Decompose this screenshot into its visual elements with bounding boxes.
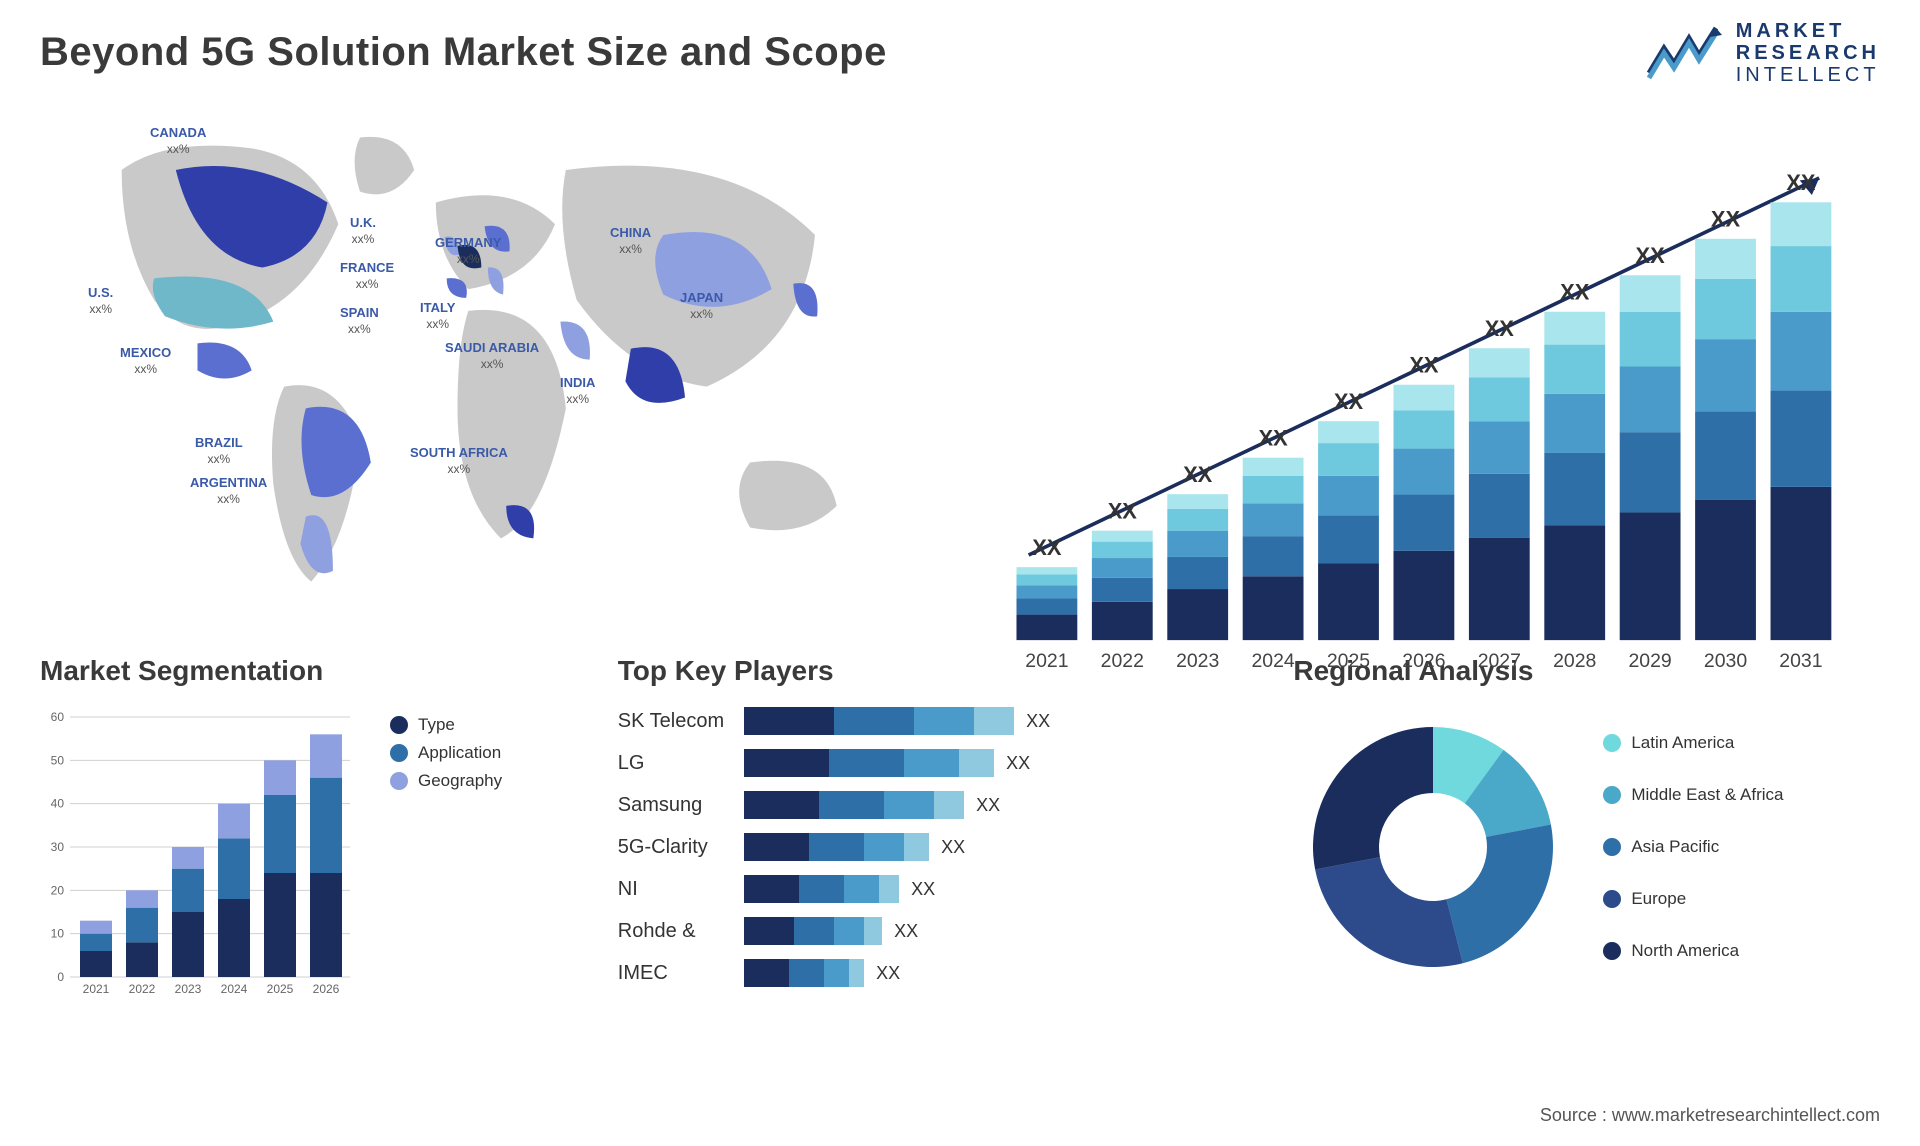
growth-chart-svg: XX 2021 XX 2022 XX 2023 XX 2024 XX 2025 XX 2026 XX 20… [980,105,1880,689]
svg-text:2024: 2024 [1251,650,1294,672]
segmentation-title: Market Segmentation [40,655,578,687]
regional-legend-item: Middle East & Africa [1603,785,1783,805]
svg-text:2027: 2027 [1478,650,1521,672]
map-label-france: FRANCExx% [340,260,394,291]
player-name: SK Telecom [618,707,724,735]
source-text: Source : www.marketresearchintellect.com [1540,1105,1880,1126]
svg-text:XX: XX [1560,280,1590,305]
player-bar-row: XX [744,959,1253,987]
svg-text:2021: 2021 [1025,650,1068,672]
svg-text:60: 60 [51,710,65,724]
map-label-saudi-arabia: SAUDI ARABIAxx% [445,340,539,371]
map-label-spain: SPAINxx% [340,305,379,336]
map-label-germany: GERMANYxx% [435,235,501,266]
players-names: SK Telecom LG Samsung 5G-Clarity NI Rohde & IM… [618,707,724,987]
brand-logo: MARKET RESEARCH INTELLECT [1644,20,1880,86]
map-label-south-africa: SOUTH AFRICAxx% [410,445,508,476]
svg-text:2022: 2022 [1101,650,1144,672]
player-bar-row: XX [744,875,1253,903]
player-name: IMEC [618,959,724,987]
regional-legend-item: Latin America [1603,733,1783,753]
svg-text:0: 0 [57,970,64,984]
regional-panel: Regional Analysis Latin AmericaMiddle Ea… [1293,655,1880,1035]
svg-text:10: 10 [51,927,65,941]
svg-text:2031: 2031 [1779,650,1822,672]
map-label-canada: CANADAxx% [150,125,206,156]
players-panel: Top Key Players SK TelecomLGSamsung5G-Cl… [618,655,1254,1035]
svg-text:2028: 2028 [1553,650,1596,672]
world-map: CANADAxx% U.S.xx% MEXICOxx% BRAZILxx% ARGENT… [40,105,940,625]
logo-icon [1644,23,1724,83]
svg-text:2025: 2025 [267,982,294,996]
svg-text:2026: 2026 [1402,650,1445,672]
svg-text:XX: XX [1636,243,1666,268]
player-name: NI [618,875,724,903]
map-label-mexico: MEXICOxx% [120,345,171,376]
svg-text:2026: 2026 [313,982,340,996]
players-bars: XX XX XX XX XX XX XX [744,707,1253,987]
svg-text:2023: 2023 [175,982,202,996]
regional-legend-item: Europe [1603,889,1783,909]
svg-text:50: 50 [51,753,65,767]
svg-text:XX: XX [1032,535,1062,560]
map-label-india: INDIAxx% [560,375,595,406]
player-name: Rohde & [618,917,724,945]
page-title: Beyond 5G Solution Market Size and Scope [40,30,1880,75]
regional-legend: Latin America Middle East & Africa Asia Pa… [1603,725,1783,969]
player-name: Samsung [618,791,724,819]
segmentation-legend: Type Application Geography [390,707,502,799]
svg-text:2030: 2030 [1704,650,1747,672]
map-label-italy: ITALYxx% [420,300,455,331]
svg-text:2024: 2024 [221,982,248,996]
player-name: LG [618,749,724,777]
logo-line3: INTELLECT [1736,64,1880,86]
map-label-argentina: ARGENTINAxx% [190,475,267,506]
map-label-japan: JAPANxx% [680,290,723,321]
svg-text:XX: XX [1334,389,1364,414]
svg-text:2025: 2025 [1327,650,1370,672]
svg-text:XX: XX [1259,426,1289,451]
player-bar-row: XX [744,707,1253,735]
svg-text:2022: 2022 [129,982,156,996]
seg-legend-geography: Geography [390,771,502,791]
svg-text:30: 30 [51,840,65,854]
logo-line1: MARKET [1736,20,1880,42]
player-bar-row: XX [744,833,1253,861]
regional-legend-item: Asia Pacific [1603,837,1783,857]
svg-text:XX: XX [1183,462,1213,487]
svg-text:XX: XX [1711,207,1741,232]
player-bar-row: XX [744,749,1253,777]
svg-text:2029: 2029 [1628,650,1671,672]
map-label-china: CHINAxx% [610,225,651,256]
regional-legend-item: North America [1603,941,1783,961]
growth-bar-chart: XX2021XX2022XX2023XX2024XX2025XX2026XX20… [980,105,1880,625]
svg-text:20: 20 [51,883,65,897]
svg-text:40: 40 [51,797,65,811]
map-label-u.s.: U.S.xx% [88,285,113,316]
svg-text:XX: XX [1108,499,1138,524]
svg-text:2021: 2021 [83,982,110,996]
svg-text:XX: XX [1786,170,1816,195]
donut-chart [1293,707,1573,987]
seg-legend-type: Type [390,715,502,735]
player-bar-row: XX [744,917,1253,945]
seg-legend-application: Application [390,743,502,763]
logo-line2: RESEARCH [1736,42,1880,64]
player-bar-row: XX [744,791,1253,819]
svg-text:XX: XX [1485,316,1515,341]
map-label-u.k.: U.K.xx% [350,215,376,246]
svg-text:XX: XX [1409,353,1439,378]
map-label-brazil: BRAZILxx% [195,435,243,466]
segmentation-panel: Market Segmentation 0 10 20 30 40 50 60 2021 202… [40,655,578,1035]
svg-text:2023: 2023 [1176,650,1219,672]
player-name: 5G-Clarity [618,833,724,861]
segmentation-chart: 0 10 20 30 40 50 60 2021 2022 2023 2024 2025 2026 [40,707,360,1007]
